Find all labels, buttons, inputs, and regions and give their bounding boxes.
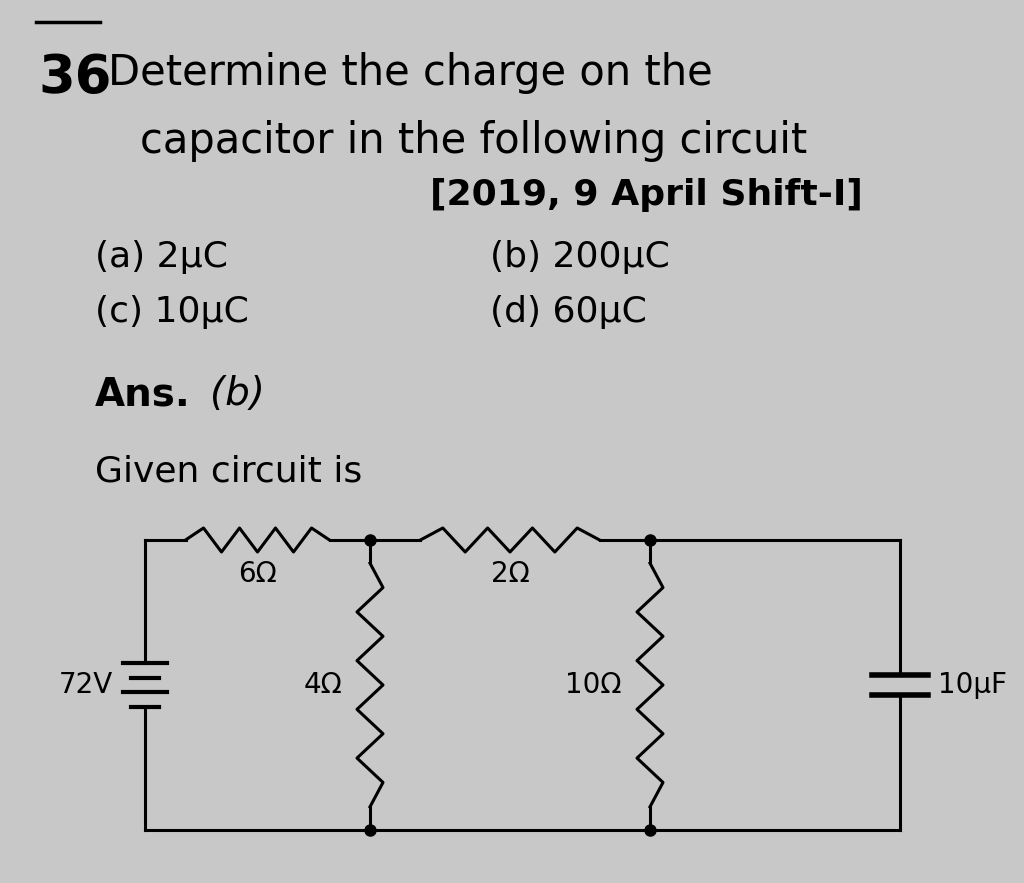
Text: 6Ω: 6Ω: [239, 560, 276, 588]
Text: capacitor in the following circuit: capacitor in the following circuit: [140, 120, 807, 162]
Text: (c) 10μC: (c) 10μC: [95, 295, 249, 329]
Text: 10Ω: 10Ω: [565, 671, 622, 699]
Text: 72V: 72V: [58, 671, 113, 699]
Text: Ans.: Ans.: [95, 375, 190, 413]
Text: (b): (b): [210, 375, 265, 413]
Text: (d) 60μC: (d) 60μC: [490, 295, 647, 329]
Text: 36: 36: [38, 52, 112, 104]
Text: [2019, 9 April Shift-I]: [2019, 9 April Shift-I]: [430, 178, 863, 212]
Text: (b) 200μC: (b) 200μC: [490, 240, 670, 274]
Text: 10μF: 10μF: [938, 671, 1007, 699]
Text: Determine the charge on the: Determine the charge on the: [108, 52, 713, 94]
Text: Given circuit is: Given circuit is: [95, 455, 362, 489]
Text: (a) 2μC: (a) 2μC: [95, 240, 228, 274]
Text: 4Ω: 4Ω: [303, 671, 342, 699]
Text: 2Ω: 2Ω: [490, 560, 529, 588]
